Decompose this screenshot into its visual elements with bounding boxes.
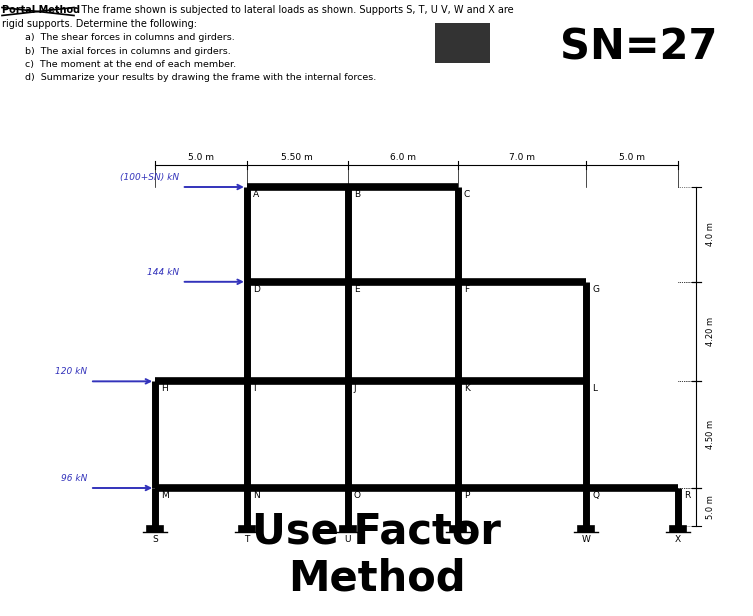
Text: D: D bbox=[253, 285, 260, 294]
Text: 120 kN: 120 kN bbox=[55, 367, 87, 376]
Text: 4.50 m: 4.50 m bbox=[706, 420, 715, 449]
Text: R: R bbox=[684, 491, 691, 500]
Text: M: M bbox=[161, 491, 169, 500]
Bar bbox=[435, 23, 490, 63]
Text: E: E bbox=[354, 285, 359, 294]
Text: W: W bbox=[582, 535, 590, 544]
Text: K: K bbox=[464, 384, 470, 394]
Text: 144 kN: 144 kN bbox=[147, 268, 178, 277]
Text: B: B bbox=[354, 190, 360, 199]
Bar bbox=[578, 526, 594, 532]
Text: Portal Method: Portal Method bbox=[2, 5, 80, 15]
Text: J: J bbox=[354, 384, 356, 394]
Text: Q: Q bbox=[593, 491, 599, 500]
Bar bbox=[670, 526, 686, 532]
Text: b)  The axial forces in columns and girders.: b) The axial forces in columns and girde… bbox=[25, 47, 230, 55]
Text: : The frame shown is subjected to lateral loads as shown. Supports S, T, U V, W : : The frame shown is subjected to latera… bbox=[75, 5, 514, 15]
Text: X: X bbox=[675, 535, 681, 544]
Text: L: L bbox=[593, 384, 597, 394]
Text: G: G bbox=[593, 285, 599, 294]
Text: 5.0 m: 5.0 m bbox=[619, 153, 645, 162]
Bar bbox=[239, 526, 255, 532]
Text: I: I bbox=[253, 384, 255, 394]
Text: 5.50 m: 5.50 m bbox=[282, 153, 313, 162]
Text: A: A bbox=[253, 190, 259, 199]
Text: 4.0 m: 4.0 m bbox=[706, 222, 715, 246]
Text: 6.0 m: 6.0 m bbox=[390, 153, 416, 162]
Bar bbox=[147, 526, 163, 532]
Text: 7.0 m: 7.0 m bbox=[509, 153, 535, 162]
Text: (100+SN) kN: (100+SN) kN bbox=[120, 173, 178, 182]
Text: F: F bbox=[464, 285, 469, 294]
Text: N: N bbox=[253, 491, 260, 500]
Text: d)  Summarize your results by drawing the frame with the internal forces.: d) Summarize your results by drawing the… bbox=[25, 73, 376, 82]
Text: 5.0 m: 5.0 m bbox=[188, 153, 214, 162]
Text: H: H bbox=[161, 384, 168, 394]
Text: SN=27: SN=27 bbox=[560, 27, 718, 69]
Text: 96 kN: 96 kN bbox=[61, 474, 87, 483]
Text: T: T bbox=[244, 535, 249, 544]
Text: V: V bbox=[455, 535, 461, 544]
Text: C: C bbox=[464, 190, 470, 199]
Bar bbox=[450, 526, 466, 532]
Text: O: O bbox=[354, 491, 361, 500]
Text: 4.20 m: 4.20 m bbox=[706, 317, 715, 346]
Text: a)  The shear forces in columns and girders.: a) The shear forces in columns and girde… bbox=[25, 33, 235, 43]
Bar bbox=[340, 526, 355, 532]
Text: U: U bbox=[344, 535, 351, 544]
Text: c)  The moment at the end of each member.: c) The moment at the end of each member. bbox=[25, 60, 236, 69]
Text: 5.0 m: 5.0 m bbox=[706, 495, 715, 519]
Text: Use Factor
Method: Use Factor Method bbox=[252, 511, 501, 600]
Text: S: S bbox=[152, 535, 158, 544]
Text: rigid supports. Determine the following:: rigid supports. Determine the following: bbox=[2, 20, 197, 30]
Text: P: P bbox=[464, 491, 469, 500]
